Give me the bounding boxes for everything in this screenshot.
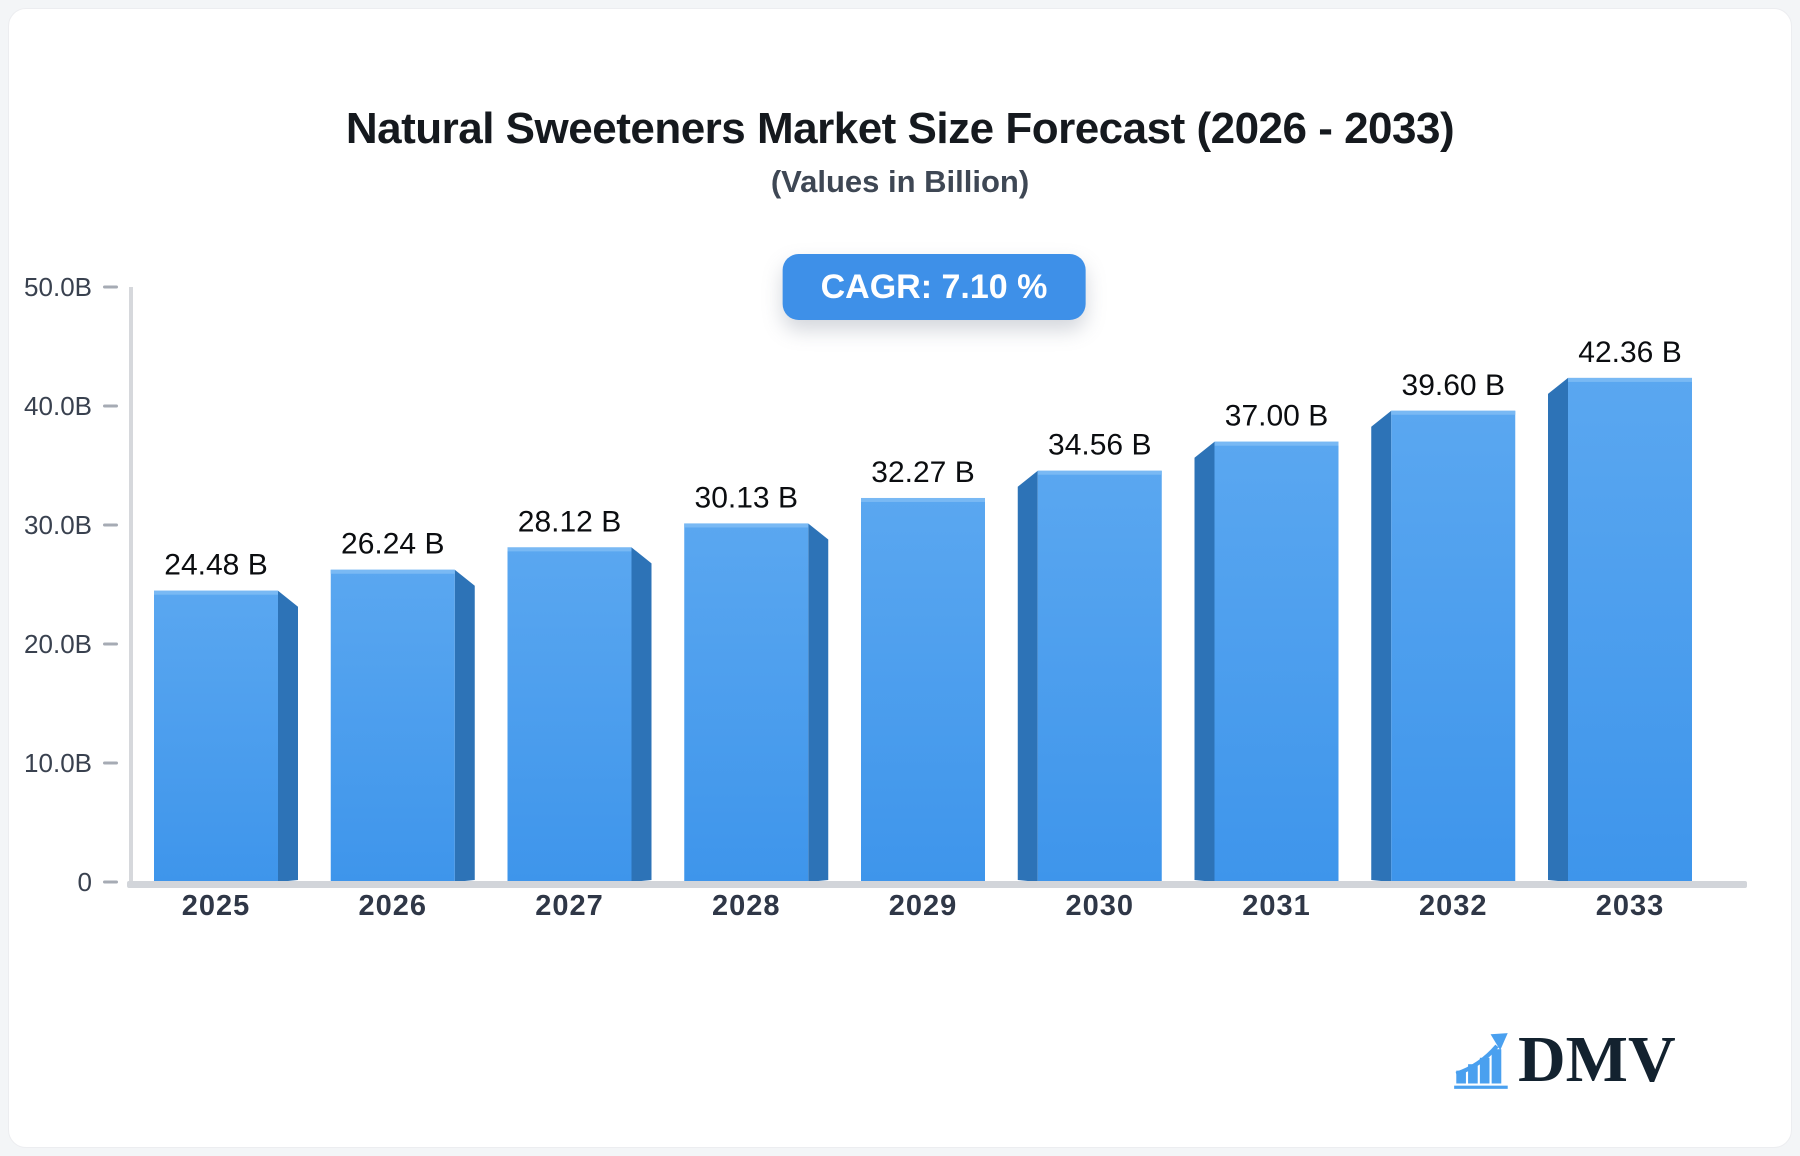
bar-side-face-2031 [1194,441,1215,882]
bar-2027 [507,547,632,882]
y-axis-tick [103,523,118,527]
y-axis-tick-label: 10.0B [24,748,92,778]
bar-side-face-2033 [1548,377,1568,882]
y-axis-tick [103,880,118,884]
bar-top-edge-2028 [684,523,809,528]
bar-side-face-2030 [1017,470,1038,882]
y-axis-tick-label: 0 [78,867,92,897]
y-axis-tick-label: 40.0B [24,391,92,421]
bar-value-label-2030: 34.56 B [1048,429,1151,462]
bar-value-label-2032: 39.60 B [1402,369,1505,402]
bar-top-edge-2030 [1037,470,1162,475]
bar-side-face-2026 [454,569,475,882]
bar-side-face-2028 [808,523,829,882]
x-axis-label-2033: 2033 [1596,890,1665,922]
bar-side-face-2025 [278,590,298,882]
bar-top-edge-2026 [330,569,455,574]
brand-logo-text: DMV [1518,1023,1676,1096]
chart-subtitle: (Values in Billion) [770,164,1030,199]
bar-2029 [861,497,985,882]
y-axis-line [129,287,133,884]
y-axis-tick [103,761,118,765]
x-axis-baseline [127,881,1747,888]
bar-top-edge-2032 [1391,410,1516,415]
bar-chart-rising-arrow-icon [1454,1032,1508,1089]
bar-value-label-2028: 30.13 B [695,481,798,514]
bar-value-label-2033: 42.36 B [1578,336,1681,369]
bar-chart: 50.0B 40.0B 30.0B 20.0B 10.0B 0 24.48 B 26.24 B… [24,272,1747,922]
bar-value-label-2031: 37.00 B [1225,400,1328,433]
x-axis-label-2031: 2031 [1242,890,1311,922]
bar-value-label-2027: 28.12 B [518,505,621,538]
y-axis-tick-label: 50.0B [24,272,92,302]
bar-2032 [1391,410,1516,882]
bar-top-edge-2033 [1568,377,1692,382]
bar-2028 [684,523,809,882]
bar-value-label-2025: 24.48 B [164,549,267,582]
bar-2033 [1568,377,1692,882]
bar-side-face-2027 [631,547,652,882]
y-axis-tick-label: 20.0B [24,629,92,659]
bar-top-edge-2031 [1214,441,1339,446]
cagr-badge: CAGR: 7.10 % [782,254,1086,320]
x-axis-label-2027: 2027 [535,890,604,922]
x-axis-label-2025: 2025 [182,890,251,922]
bar-2026 [330,569,455,882]
y-axis-tick [103,642,118,646]
x-axis-label-2028: 2028 [712,890,781,922]
bar-value-label-2026: 26.24 B [341,528,444,561]
brand-logo: DMV [1452,1023,1676,1096]
x-axis-label-2029: 2029 [889,890,958,922]
x-axis-label-2026: 2026 [358,890,427,922]
y-axis-tick-label: 30.0B [24,510,92,540]
x-axis-label-2032: 2032 [1419,890,1488,922]
bar-top-edge-2027 [507,547,632,552]
bar-2025 [154,590,278,882]
y-axis-tick [103,285,118,289]
bar-side-face-2032 [1371,410,1392,882]
bar-value-label-2029: 32.27 B [871,456,974,489]
chart-title: Natural Sweeteners Market Size Forecast … [345,104,1455,153]
x-axis-label-2030: 2030 [1065,890,1134,922]
bar-2030 [1037,470,1162,882]
bar-top-edge-2025 [154,590,278,595]
y-axis-tick [103,404,118,408]
bar-2031 [1214,441,1339,882]
bar-top-edge-2029 [861,497,985,502]
